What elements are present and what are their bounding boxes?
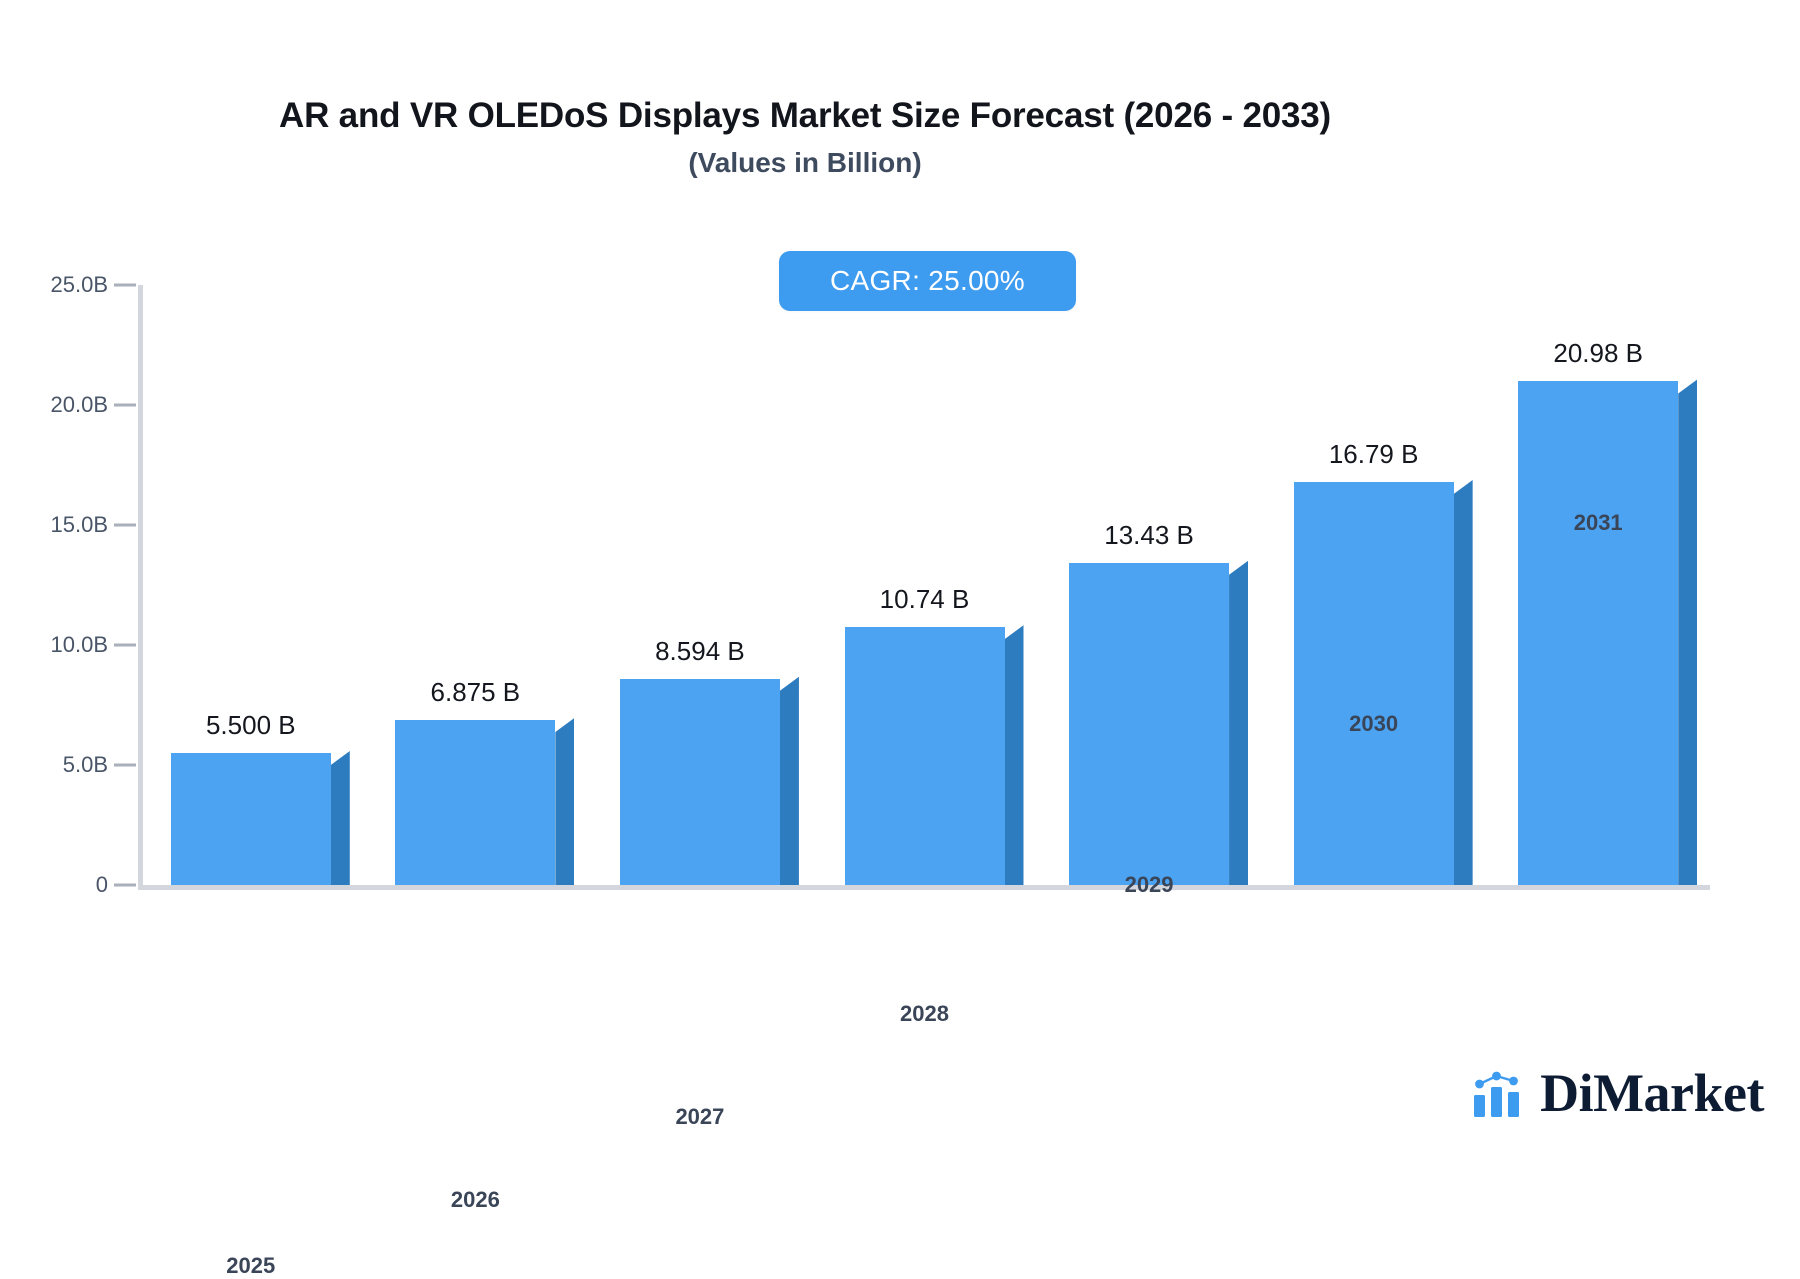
dimarket-logo: DiMarket [1472, 1066, 1764, 1120]
bar-front-face [395, 720, 556, 885]
logo-wordmark: DiMarket [1540, 1063, 1764, 1123]
bar-value-label: 20.98 B [1553, 338, 1644, 369]
bar-series: 5.500 B 2025 6.875 B 2026 8.594 B 2027 10.74 B… [138, 285, 1710, 1278]
bar-front-face [1518, 381, 1679, 885]
bar-chart-icon [1474, 1071, 1520, 1117]
bar-side-face [330, 751, 350, 885]
bar-value-label: 10.74 B [879, 584, 970, 615]
bar-side-face [1229, 560, 1249, 885]
bar-side-face [779, 676, 799, 885]
y-axis-tick-label: 15.0B [50, 512, 109, 537]
x-axis-tick-label: 2029 [1124, 872, 1174, 898]
y-axis-tick-label: 25.0B [50, 272, 109, 297]
chart-header: AR and VR OLEDoS Displays Market Size Fo… [0, 96, 1610, 179]
chart-title: AR and VR OLEDoS Displays Market Size Fo… [279, 96, 1331, 135]
x-axis-tick-label: 2031 [1573, 509, 1623, 535]
bar-item[interactable]: 13.43 B 2029 [1069, 520, 1249, 897]
y-axis-tick-label: 10.0B [50, 632, 109, 657]
bar-item[interactable]: 6.875 B 2026 [395, 677, 575, 1212]
cagr-badge-label: CAGR: 25.00% [829, 265, 1026, 296]
bar-value-label: 13.43 B [1104, 519, 1194, 550]
cagr-badge: CAGR: 25.00% [779, 251, 1076, 311]
bar-item[interactable]: 10.74 B 2028 [844, 584, 1024, 1026]
x-axis-tick-label: 2027 [675, 1104, 725, 1130]
bar-value-label: 8.594 B [655, 635, 745, 666]
x-axis-tick-label: 2028 [900, 1001, 949, 1027]
bar-value-label: 5.500 B [205, 710, 296, 740]
bar-value-label: 16.79 B [1328, 439, 1419, 470]
bar-item[interactable]: 5.500 B 2025 [170, 710, 350, 1278]
bar-item[interactable]: 20.98 B 2031 [1518, 338, 1698, 885]
y-axis-line [138, 285, 143, 885]
bar-front-face [1293, 482, 1454, 885]
y-axis-tick-mark [114, 283, 136, 287]
bar-item[interactable]: 8.594 B 2027 [619, 636, 799, 1129]
y-axis-tick-label: 20.0B [50, 392, 109, 417]
y-axis-tick-mark [114, 403, 136, 407]
bar-front-face [619, 678, 780, 885]
y-axis-tick-label: 5.0B [62, 752, 108, 777]
chart-subtitle: (Values in Billion) [688, 147, 922, 179]
bar-side-face [555, 718, 575, 885]
bar-front-face [1069, 562, 1230, 885]
bar-side-face [1678, 379, 1698, 885]
x-axis-tick-label: 2025 [226, 1253, 276, 1278]
bar-front-face [844, 627, 1005, 885]
x-axis-line [138, 885, 1710, 890]
y-axis-tick-mark [114, 763, 136, 767]
x-axis-tick-label: 2030 [1349, 711, 1399, 737]
plot-area: 0 5.0B 10.0B 15.0B 20.0B 25.0B 5.500 B 2025 6.8… [51, 272, 1710, 1278]
bar-front-face [170, 753, 331, 885]
y-axis-tick-mark [114, 883, 136, 887]
bar-side-face [1004, 625, 1024, 885]
y-axis-tick-mark [114, 523, 136, 527]
bar-value-label: 6.875 B [430, 677, 521, 707]
bar-side-face [1453, 480, 1473, 885]
y-axis-tick-label: 0 [95, 872, 108, 897]
y-axis-tick-mark [114, 643, 136, 647]
x-axis-tick-label: 2026 [450, 1187, 500, 1212]
bar-item[interactable]: 16.79 B 2030 [1293, 439, 1473, 885]
chart-container: AR and VR OLEDoS Displays Market Size Fo… [0, 96, 1765, 1278]
